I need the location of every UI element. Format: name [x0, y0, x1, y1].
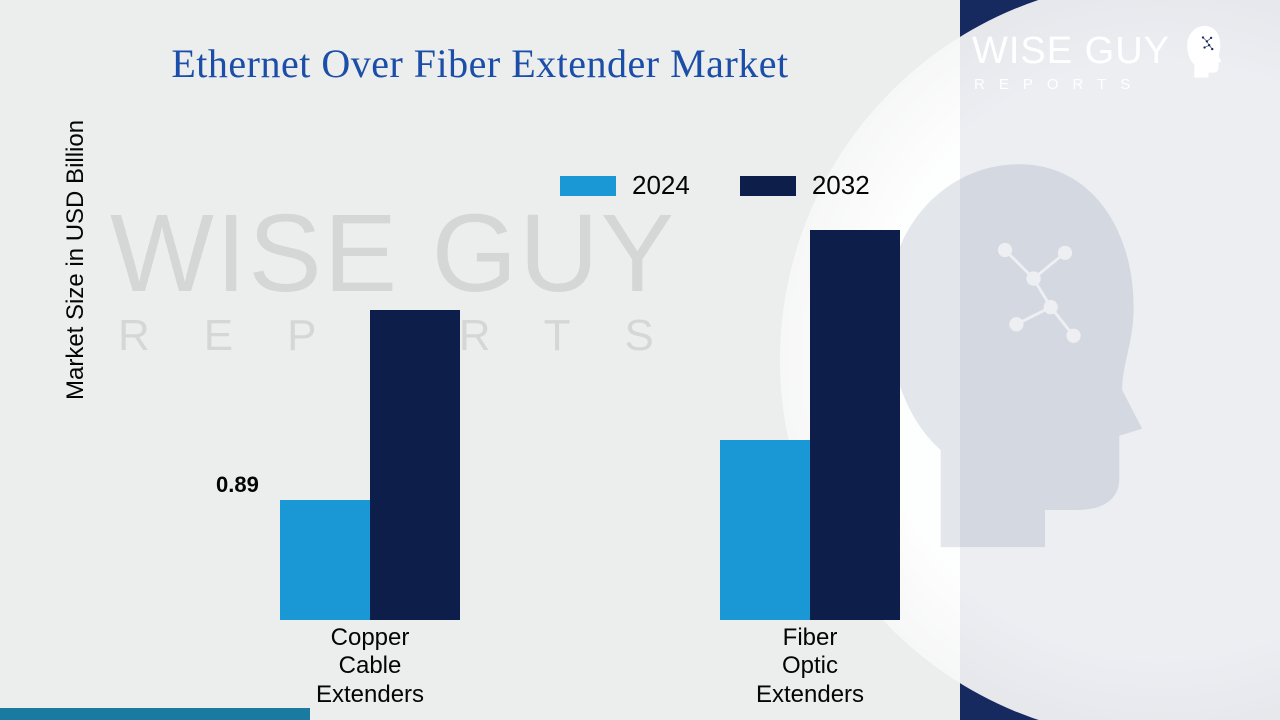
bar [810, 230, 900, 620]
bar-group [710, 230, 910, 620]
bar-value-label: 0.89 [216, 472, 259, 498]
bottom-accent-bar [0, 708, 310, 720]
legend-label-2032: 2032 [812, 170, 870, 201]
chart-plot-area: 0.89CopperCableExtendersFiberOpticExtend… [130, 220, 910, 620]
legend-swatch-2024 [560, 176, 616, 196]
brand-head-icon [1176, 24, 1230, 78]
bar [280, 500, 370, 620]
x-category-label: FiberOpticExtenders [710, 624, 910, 709]
brand-line2: REPORTS [974, 76, 1252, 93]
legend-swatch-2032 [740, 176, 796, 196]
chart-canvas: WISE GUY REPORTS Ethernet Over Fiber Ext… [0, 0, 1280, 720]
chart-title: Ethernet Over Fiber Extender Market [0, 40, 960, 87]
legend: 2024 2032 [560, 170, 870, 201]
bar-group [270, 310, 470, 620]
legend-label-2024: 2024 [632, 170, 690, 201]
legend-item-2024: 2024 [560, 170, 690, 201]
x-category-label: CopperCableExtenders [270, 624, 470, 709]
brand-line1: WISE GUY [972, 30, 1170, 73]
bar [720, 440, 810, 620]
legend-item-2032: 2032 [740, 170, 870, 201]
bar [370, 310, 460, 620]
y-axis-label: Market Size in USD Billion [62, 120, 90, 400]
brand-logo: WISE GUY REPORTS [972, 24, 1252, 93]
